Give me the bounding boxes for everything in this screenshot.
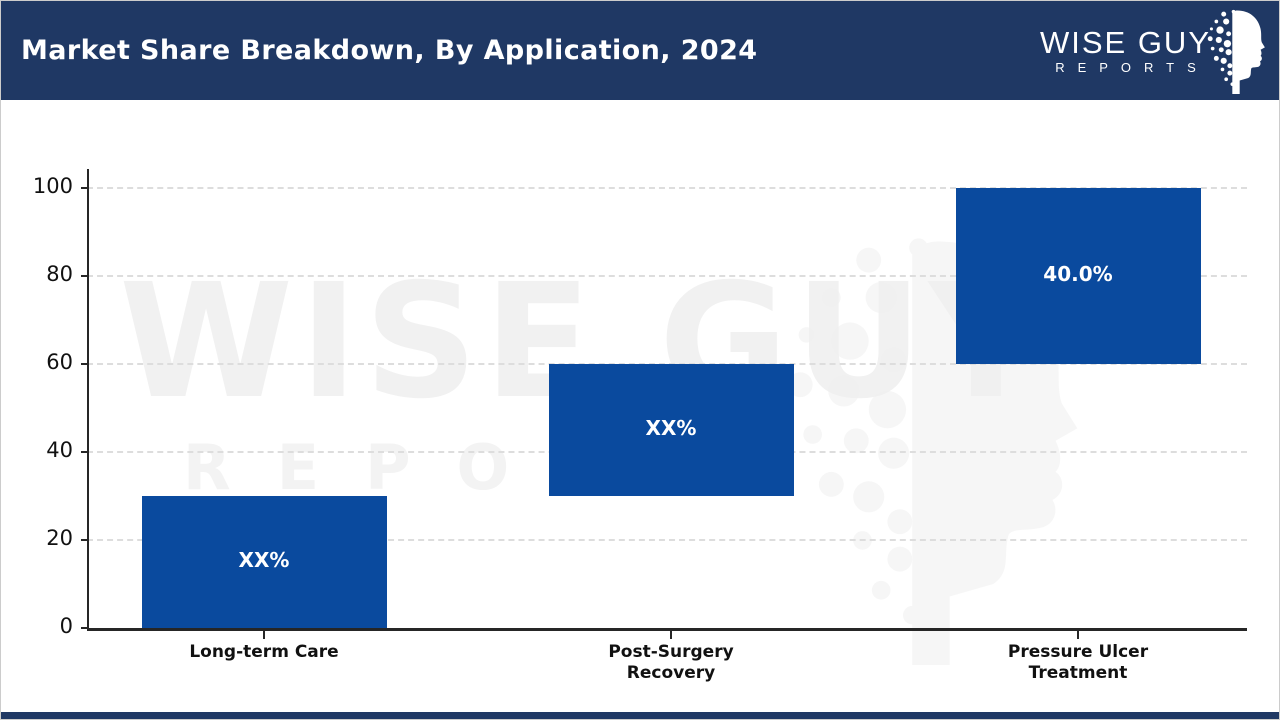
gridline-y80 [87,275,1247,277]
y-tick-60 [81,363,89,365]
bar-value-label-3: 40.0% [1043,262,1113,286]
x-category-label-3: Pressure Ulcer Treatment [1007,642,1149,683]
bar-value-label-2: XX% [645,416,697,440]
y-tick-0 [81,627,89,629]
header: Market Share Breakdown, By Application, … [1,1,1279,100]
footer-bar [1,712,1279,719]
y-tick-20 [81,539,89,541]
y-tick-label-20: 20 [46,526,73,550]
x-tick-2 [670,631,672,639]
gridline-y20 [87,539,1247,541]
x-tick-3 [1077,631,1079,639]
y-axis-spine [87,169,89,631]
logo-text: WISE GUY REPORTS [1040,26,1211,76]
gridline-y100 [87,187,1247,189]
y-tick-label-100: 100 [32,174,73,198]
bar-value-label-1: XX% [238,548,290,572]
bar-1 [141,496,387,628]
x-category-label-1: Long-term Care [189,642,339,662]
x-axis-spine [87,628,1247,631]
logo-subtitle: REPORTS [1055,60,1209,75]
x-tick-1 [263,631,265,639]
y-tick-100 [81,187,89,189]
x-category-label-2: Post-Surgery Recovery [608,642,734,683]
y-tick-label-40: 40 [46,438,73,462]
y-tick-label-80: 80 [46,262,73,286]
y-tick-40 [81,451,89,453]
wiseguy-logo: WISE GUY REPORTS [1040,7,1267,95]
bar-2 [548,364,794,496]
logo-head-icon [1207,9,1265,94]
chart-title: Market Share Breakdown, By Application, … [21,35,758,66]
logo-wordmark: WISE GUY [1039,25,1211,60]
y-tick-label-60: 60 [46,350,73,374]
y-tick-80 [81,275,89,277]
y-tick-label-0: 0 [59,614,73,638]
